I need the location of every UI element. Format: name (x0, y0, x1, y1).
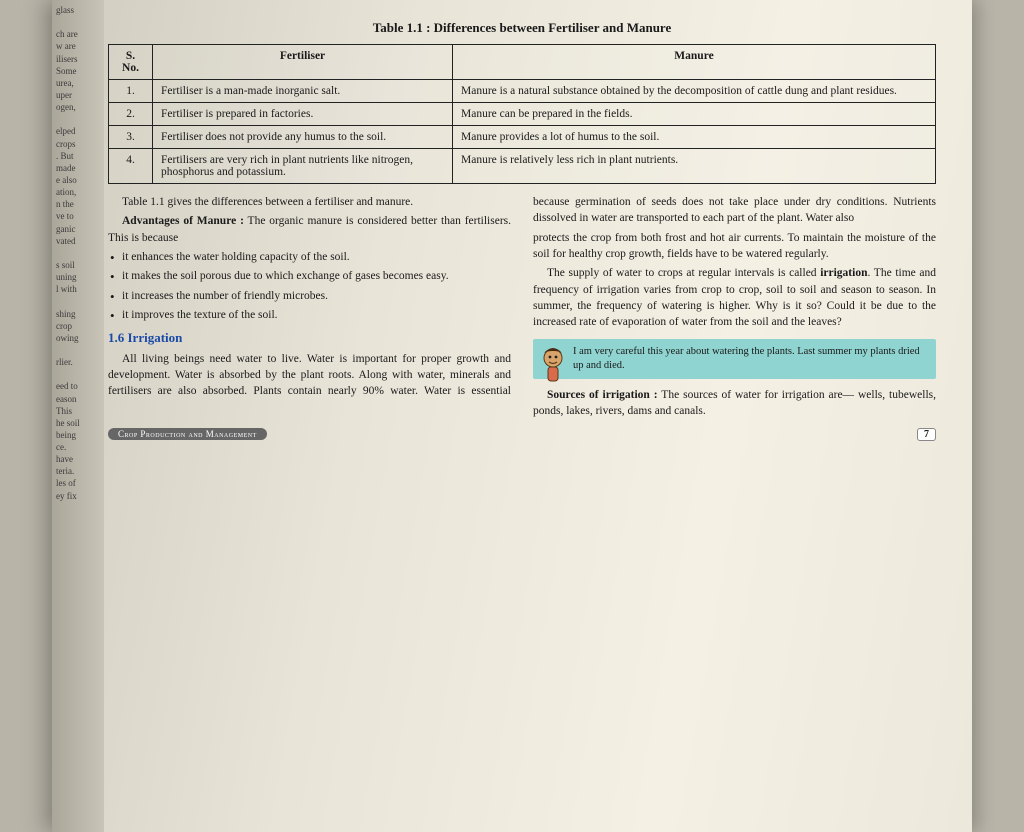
table-header-row: S. No. Fertiliser Manure (109, 45, 936, 80)
page-gutter-cut-text: glass ch arew areilisersSomeurea,uperoge… (52, 0, 104, 832)
gutter-fragment: l with (56, 283, 102, 295)
irrigation-p3a: The supply of water to crops at regular … (547, 267, 820, 279)
gutter-fragment: glass (56, 4, 102, 16)
cell-fertiliser: Fertiliser does not provide any humus to… (153, 126, 453, 149)
table-caption: Table 1.1 : Differences between Fertilis… (108, 20, 936, 36)
sources-paragraph: Sources of irrigation : The sources of w… (533, 387, 936, 420)
cell-manure: Manure is a natural substance obtained b… (453, 80, 936, 103)
callout-text: I am very careful this year about wateri… (573, 346, 920, 371)
gutter-fragment: being (56, 429, 102, 441)
page-footer: Crop Production and Management 7 (108, 428, 936, 441)
cell-sno: 1. (109, 80, 153, 103)
gutter-fragment: ganic (56, 223, 102, 235)
differences-table: S. No. Fertiliser Manure 1.Fertiliser is… (108, 44, 936, 184)
gutter-fragment: s soil (56, 259, 102, 271)
gutter-fragment: ation, (56, 186, 102, 198)
table-row: 2.Fertiliser is prepared in factories.Ma… (109, 103, 936, 126)
gutter-fragment (56, 113, 102, 125)
textbook-page: glass ch arew areilisersSomeurea,uperoge… (52, 0, 972, 832)
gutter-fragment: uning (56, 271, 102, 283)
irrigation-term: irrigation (820, 267, 867, 279)
cell-sno: 4. (109, 149, 153, 184)
gutter-fragment (56, 295, 102, 307)
table-row: 1.Fertiliser is a man-made inorganic sal… (109, 80, 936, 103)
advantages-label: Advantages of Manure : (122, 215, 244, 227)
gutter-fragment: . But (56, 150, 102, 162)
cell-manure: Manure can be prepared in the fields. (453, 103, 936, 126)
gutter-fragment: shing (56, 308, 102, 320)
gutter-fragment: w are (56, 40, 102, 52)
list-item: it improves the texture of the soil. (108, 307, 511, 323)
advantages-paragraph: Advantages of Manure : The organic manur… (108, 213, 511, 246)
table-row: 4.Fertilisers are very rich in plant nut… (109, 149, 936, 184)
gutter-fragment: ey fix (56, 490, 102, 502)
gutter-fragment: made (56, 162, 102, 174)
cell-manure: Manure provides a lot of humus to the so… (453, 126, 936, 149)
gutter-fragment: crops (56, 138, 102, 150)
gutter-fragment: elped (56, 125, 102, 137)
gutter-fragment: les of (56, 477, 102, 489)
intro-paragraph: Table 1.1 gives the differences between … (108, 194, 511, 210)
gutter-fragment: eason (56, 393, 102, 405)
advantages-bullet-list: it enhances the water holding capacity o… (108, 249, 511, 323)
table-row: 3.Fertiliser does not provide any humus … (109, 126, 936, 149)
gutter-fragment (56, 368, 102, 380)
gutter-fragment: owing (56, 332, 102, 344)
gutter-fragment: n the (56, 198, 102, 210)
gutter-fragment: Some (56, 65, 102, 77)
gutter-fragment (56, 344, 102, 356)
gutter-fragment: vated (56, 235, 102, 247)
gutter-fragment (56, 16, 102, 28)
gutter-fragment: ilisers (56, 53, 102, 65)
gutter-fragment: ve to (56, 210, 102, 222)
cell-sno: 3. (109, 126, 153, 149)
col-header-sno: S. No. (109, 45, 153, 80)
gutter-fragment (56, 247, 102, 259)
gutter-fragment: crop (56, 320, 102, 332)
cell-fertiliser: Fertiliser is a man-made inorganic salt. (153, 80, 453, 103)
body-two-column: Table 1.1 gives the differences between … (108, 194, 936, 420)
gutter-fragment: ch are (56, 28, 102, 40)
list-item: it makes the soil porous due to which ex… (108, 268, 511, 284)
gutter-fragment: teria. (56, 465, 102, 477)
list-item: it enhances the water holding capacity o… (108, 249, 511, 265)
list-item: it increases the number of friendly micr… (108, 288, 511, 304)
gutter-fragment: urea, (56, 77, 102, 89)
col-header-manure: Manure (453, 45, 936, 80)
gutter-fragment: ogen, (56, 101, 102, 113)
cell-fertiliser: Fertilisers are very rich in plant nutri… (153, 149, 453, 184)
gutter-fragment: rlier. (56, 356, 102, 368)
irrigation-p2: protects the crop from both frost and ho… (533, 230, 936, 263)
sources-label: Sources of irrigation : (547, 389, 658, 401)
gutter-fragment: he soil (56, 417, 102, 429)
gutter-fragment: eed to (56, 380, 102, 392)
cell-sno: 2. (109, 103, 153, 126)
cell-fertiliser: Fertiliser is prepared in factories. (153, 103, 453, 126)
cell-manure: Manure is relatively less rich in plant … (453, 149, 936, 184)
col-header-fertiliser: Fertiliser (153, 45, 453, 80)
irrigation-p3: The supply of water to crops at regular … (533, 265, 936, 330)
footer-page-number: 7 (917, 428, 936, 441)
footer-chapter-tag: Crop Production and Management (108, 428, 267, 440)
gutter-fragment: ce. (56, 441, 102, 453)
section-heading-irrigation: 1.6 Irrigation (108, 329, 511, 347)
character-callout: I am very careful this year about wateri… (533, 339, 936, 379)
gutter-fragment: have (56, 453, 102, 465)
gutter-fragment: This (56, 405, 102, 417)
gutter-fragment: e also (56, 174, 102, 186)
character-icon (537, 345, 569, 385)
gutter-fragment: uper (56, 89, 102, 101)
